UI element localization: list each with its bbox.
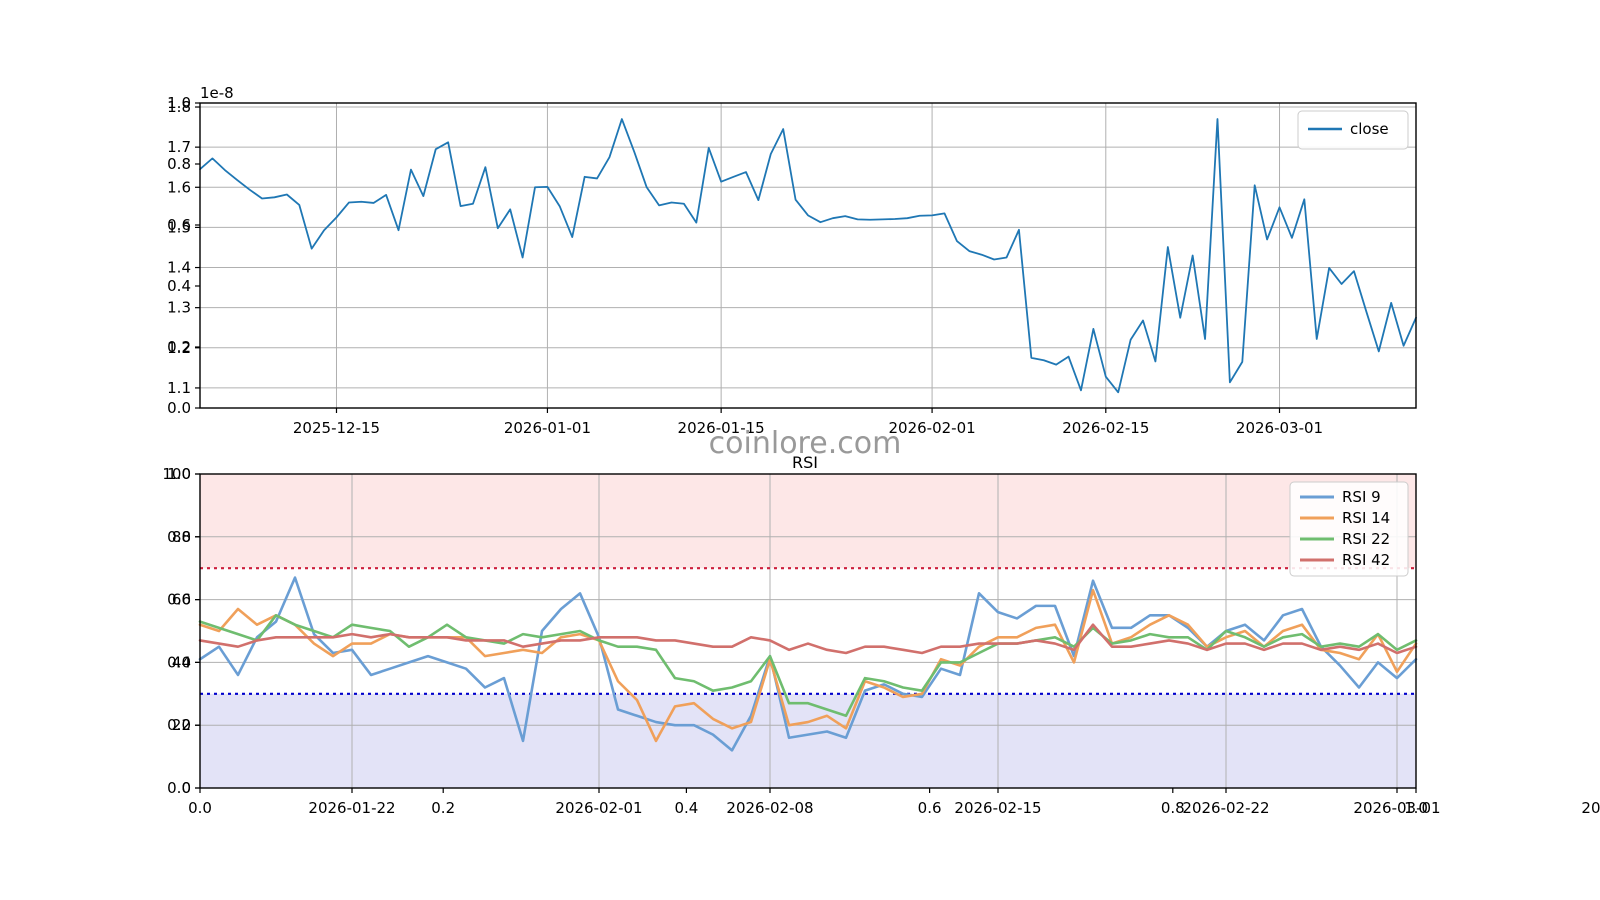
rsi-legend-label[interactable]: RSI 22	[1342, 530, 1390, 548]
rsi-x-tick-label-secondary: 1.0	[1404, 799, 1428, 817]
rsi-y-tick-label: 0	[181, 779, 191, 797]
rsi-x-tick-labels: 2026-01-22 2026-02-01 2026-02-08 2026-02-15…	[308, 788, 1600, 817]
price-y-tick-label: 1.2	[167, 339, 191, 357]
rsi-y-tick-label-secondary: 0.2	[167, 716, 191, 734]
rsi-series-line	[198, 614, 1418, 718]
price-y-tick-label: 1.1	[167, 379, 191, 397]
rsi-legend-label[interactable]: RSI 42	[1342, 551, 1390, 569]
rsi-y-tick-label-secondary: 0.0	[167, 779, 191, 797]
price-x-tick-label: 2026-03-01	[1236, 419, 1323, 437]
rsi-x-tick-label: 2026-02-08	[726, 799, 813, 817]
rsi-y-tick-label-secondary: 1.0	[167, 465, 191, 483]
rsi-series-line	[198, 576, 1418, 752]
price-panel: 1.1 1.2 1.3 1.4 1.5 1.6 1.7 1.8 0.0 0.2 0.4 0.6 0.8…	[167, 84, 1417, 437]
price-y-tick-labels: 1.1 1.2 1.3 1.4 1.5 1.6 1.7 1.8	[167, 98, 200, 397]
price-series-group	[199, 118, 1417, 394]
rsi-x-tick-label-secondary: 0.2	[431, 799, 455, 817]
price-x-tick-label: 2026-01-01	[504, 419, 591, 437]
rsi-x-tick-label: 2026-02-01	[555, 799, 642, 817]
rsi-x-tick-labels-secondary: 0.0 0.2 0.4 0.6 0.8 1.0	[188, 788, 1428, 817]
price-x-tick-labels: 2025-12-15 2026-01-01 2026-01-15 2026-02-01…	[293, 408, 1323, 437]
rsi-y-tick-labels-secondary: 0.0 0.2 0.4 0.6 0.8 1.0	[167, 465, 200, 797]
rsi-y-tick-label: 40	[172, 653, 191, 671]
price-gridlines	[200, 103, 1416, 408]
rsi-overbought-band	[200, 474, 1416, 569]
rsi-y-tick-label: 100	[162, 465, 191, 483]
price-y-tick-label: 1.6	[167, 178, 191, 196]
price-y-tick-labels-secondary: 0.0 0.2 0.4 0.6 0.8 1.0	[167, 94, 200, 417]
rsi-legend-label[interactable]: RSI 9	[1342, 488, 1381, 506]
rsi-panel: 0 20 40 60 80 100 0.0 0.2 0.4 0.6 0.8 1.0 2026-01-…	[162, 453, 1600, 817]
rsi-x-tick-label-secondary: 0.4	[674, 799, 698, 817]
rsi-x-tick-label: 2026-03-01	[1353, 799, 1440, 817]
rsi-y-tick-label: 80	[172, 528, 191, 546]
price-y-tick-label: 1.7	[167, 138, 191, 156]
price-y-tick-label-secondary: 1.0	[167, 94, 191, 112]
rsi-legend-box	[1289, 481, 1409, 577]
price-y-tick-label: 1.8	[167, 98, 191, 116]
price-close-line	[199, 118, 1417, 394]
watermark-coinlore: coinlore.com	[709, 426, 902, 461]
rsi-y-tick-labels: 0 20 40 60 80 100	[162, 465, 200, 797]
price-x-tick-label: 2026-02-01	[888, 419, 975, 437]
rsi-x-tick-label-secondary: 0.8	[1161, 799, 1185, 817]
price-x-tick-label: 2026-02-15	[1062, 419, 1149, 437]
rsi-plot-border	[199, 473, 1417, 789]
price-y-tick-label-secondary: 0.2	[167, 338, 191, 356]
price-offset-label: 1e-8	[200, 84, 234, 102]
price-legend-label[interactable]: close	[1350, 120, 1389, 138]
rsi-x-tick-label: 2026-02-22	[1182, 799, 1269, 817]
price-y-tick-label-secondary: 0.8	[167, 155, 191, 173]
price-plot-background	[200, 103, 1416, 408]
price-y-tick-label-secondary: 0.0	[167, 399, 191, 417]
rsi-legend[interactable]: RSI 9 RSI 14 RSI 22 RSI 42	[1289, 481, 1409, 577]
rsi-series-group	[198, 576, 1418, 752]
rsi-x-tick-label: 2026-02-15	[954, 799, 1041, 817]
rsi-panel-title: RSI	[792, 453, 818, 472]
price-y-tick-label: 1.5	[167, 218, 191, 236]
rsi-y-tick-label: 60	[172, 591, 191, 609]
rsi-series-line	[198, 623, 1418, 655]
rsi-x-tick-label: 2026-01-22	[308, 799, 395, 817]
rsi-legend-label[interactable]: RSI 14	[1342, 509, 1390, 527]
price-y-tick-label: 1.4	[167, 259, 191, 277]
price-x-tick-label: 2026-01-15	[678, 419, 765, 437]
price-legend-box	[1297, 110, 1409, 150]
rsi-oversold-band	[200, 693, 1416, 788]
rsi-y-tick-label-secondary: 0.6	[167, 591, 191, 609]
rsi-x-tick-label-secondary: 0.0	[188, 799, 212, 817]
rsi-y-tick-label-secondary: 0.4	[167, 653, 191, 671]
rsi-y-tick-label-secondary: 0.8	[167, 528, 191, 546]
price-legend[interactable]: close	[1297, 110, 1409, 150]
rsi-x-tick-label-secondary: 0.6	[918, 799, 942, 817]
price-y-tick-label-secondary: 0.4	[167, 277, 191, 295]
price-plot-border	[199, 102, 1417, 409]
price-x-tick-label: 2025-12-15	[293, 419, 380, 437]
price-y-tick-label: 1.3	[167, 299, 191, 317]
rsi-y-tick-label: 20	[172, 716, 191, 734]
price-y-tick-label-secondary: 0.6	[167, 216, 191, 234]
rsi-x-tick-label: 2026-03-08	[1581, 799, 1600, 817]
